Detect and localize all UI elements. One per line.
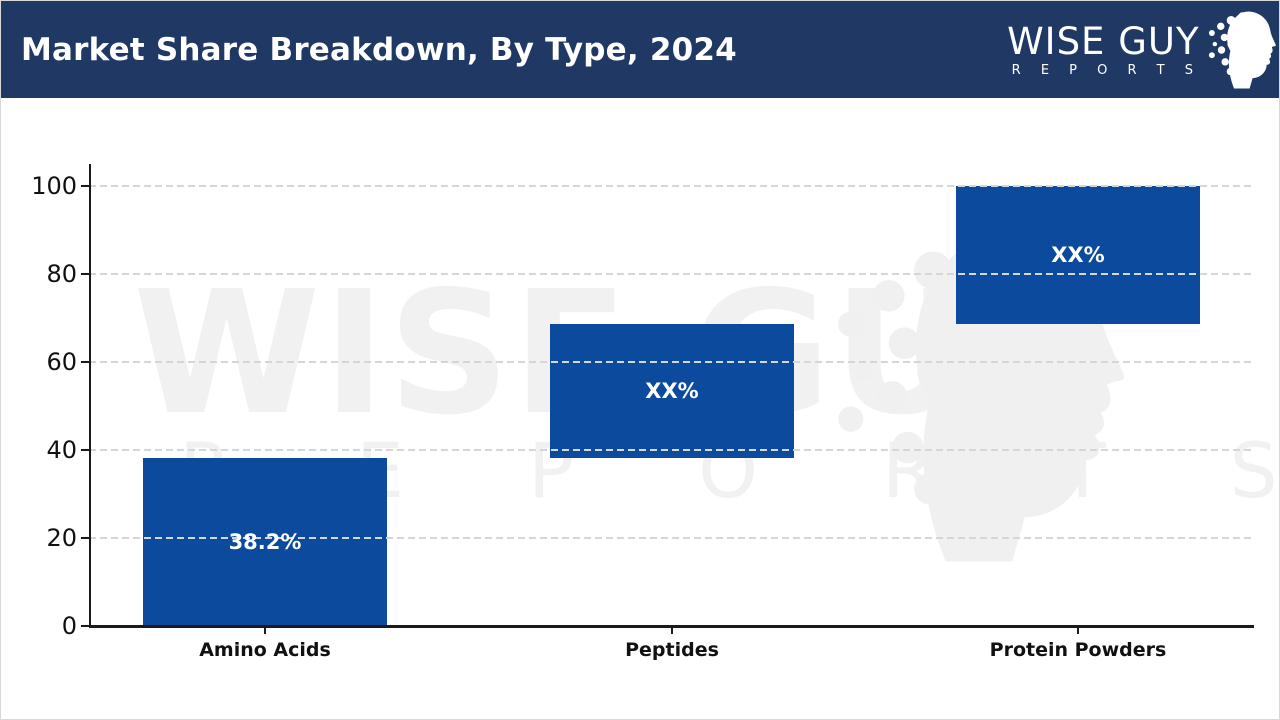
bar-value-label: XX% [645,378,699,403]
face-profile-dots-icon [1208,11,1276,89]
y-tick-label-20: 20 [46,523,77,552]
logo-text: WISE GUY R E P O R T S [1006,23,1201,77]
bar-value-label: XX% [1051,242,1105,267]
gridline-60 [89,360,1254,363]
wise-guy-reports-logo: WISE GUY R E P O R T S [1006,7,1277,93]
gridline-40 [89,448,1254,451]
y-tick-40 [81,448,89,451]
x-tick-1 [264,628,266,634]
y-tick-label-100: 100 [31,171,77,200]
y-tick-label-60: 60 [46,347,77,376]
y-tick-label-0: 0 [61,612,77,640]
logo-wordmark: WISE GUY [1007,20,1200,63]
y-axis-line [89,164,91,628]
x-tick-2 [671,628,673,634]
chart-title: Market Share Breakdown, By Type, 2024 [21,31,737,68]
gridline-20 [89,536,1254,539]
category-label-amino-acids: Amino Acids [199,639,331,661]
bar-value-label: 38.2% [228,529,302,554]
y-tick-label-40: 40 [46,435,77,464]
bar-protein-powders [956,185,1200,325]
logo-subtitle: R E P O R T S [1011,63,1201,78]
y-tick-0 [81,625,89,627]
y-tick-60 [81,360,89,363]
gridline-80 [89,272,1254,275]
y-tick-100 [81,184,89,187]
header-band: Market Share Breakdown, By Type, 2024 WI… [1,1,1279,98]
gridline-100 [89,184,1254,187]
y-tick-80 [81,272,89,275]
x-axis-line [89,625,1254,628]
y-tick-label-80: 80 [46,259,77,288]
bar-amino-acids [143,457,387,626]
x-tick-3 [1077,628,1079,634]
bar-peptides [550,324,794,458]
category-label-protein-powders: Protein Powders [989,639,1167,661]
category-label-peptides: Peptides [625,639,719,661]
y-tick-20 [81,536,89,539]
